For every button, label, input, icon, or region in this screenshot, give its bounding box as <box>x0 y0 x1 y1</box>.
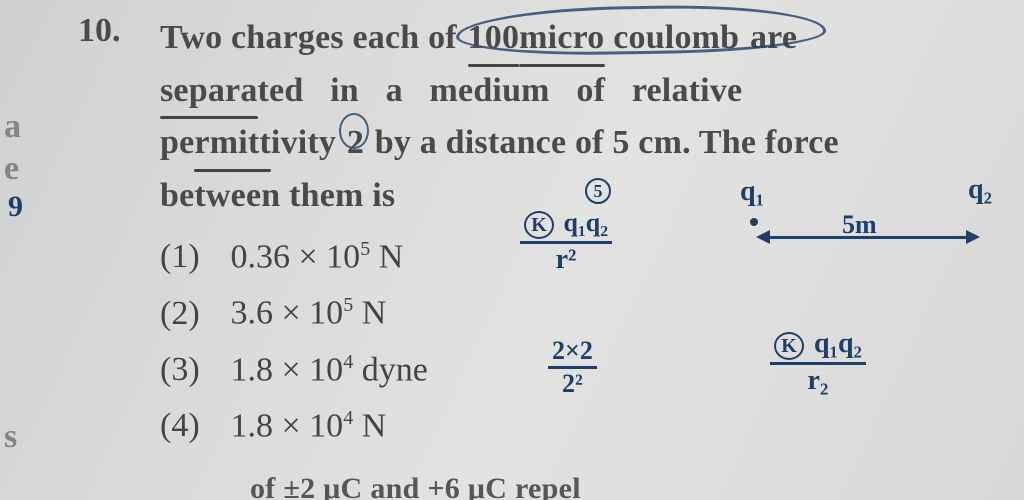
option-number: (2) <box>160 295 222 333</box>
exponent: 4 <box>343 407 353 429</box>
text: micro <box>519 19 604 56</box>
option-value: 1.8 × 10 <box>231 351 344 388</box>
exponent: 5 <box>360 238 370 260</box>
underlined-word: rmitt <box>194 117 271 170</box>
exponent: 5 <box>343 294 353 316</box>
option-value: 1.8 × 10 <box>231 407 344 444</box>
option-value: 0.36 × 10 <box>231 238 361 275</box>
option-4: (4) 1.8 × 104 N <box>160 407 428 445</box>
fraction: K q₁q₂ r₂ <box>770 330 866 395</box>
unit: dyne <box>353 351 428 388</box>
next-question-peek: of ±2 μC and +6 μC repel <box>250 472 581 500</box>
handwriting-formula-3: K q₁q₂ r₂ <box>770 330 866 395</box>
question-line-3: permittivity 2 by a distance of 5 cm. Th… <box>160 117 940 170</box>
text: ted in a medium of relative <box>258 72 743 109</box>
text: q₁q₂ <box>807 328 862 359</box>
fraction-numerator: K q₁q₂ <box>520 210 612 239</box>
edge-handwriting: 9 <box>8 192 23 222</box>
edge-letter: a <box>4 108 21 146</box>
question-line-2: separated in a medium of relative <box>160 65 940 118</box>
text: coulomb <box>605 19 740 56</box>
option-3: (3) 1.8 × 104 dyne <box>160 351 428 389</box>
options-list: (1) 0.36 × 105 N (2) 3.6 × 105 N (3) 1.8… <box>160 238 428 463</box>
handwriting-formula-1: K q₁q₂ r² <box>520 210 612 274</box>
question-body: Two charges each of 100 micro coulomb ar… <box>160 12 940 223</box>
underlined-word: micro <box>519 12 604 65</box>
question-number: 10. <box>78 12 121 50</box>
fraction-denominator: r² <box>552 246 581 274</box>
option-number: (4) <box>160 407 222 445</box>
fraction-numerator: 2×2 <box>548 338 597 364</box>
edge-letter: s <box>4 418 17 456</box>
text: 100 <box>468 19 520 56</box>
fraction: 2×2 2² <box>548 338 597 397</box>
text: q₁q₂ <box>557 208 608 237</box>
text: rmitt <box>194 124 271 161</box>
arrow-right-icon <box>966 230 980 244</box>
option-number: (1) <box>160 238 222 276</box>
unit: N <box>353 295 386 332</box>
text: separa <box>160 72 258 109</box>
dot-icon <box>750 218 758 226</box>
question-line-1: Two charges each of 100 micro coulomb ar… <box>160 12 940 65</box>
circled-number-icon: 5 <box>585 178 611 204</box>
page: 10. Two charges each of 100 micro coulom… <box>0 0 1024 500</box>
text: Two charges each of <box>160 19 466 56</box>
handwriting-formula-2: 2×2 2² <box>548 338 597 397</box>
fraction-denominator: r₂ <box>804 367 833 395</box>
option-1: (1) 0.36 × 105 N <box>160 238 428 276</box>
handwriting-q2: q₂ <box>968 176 992 204</box>
circled-phrase: 100 micro coulomb <box>466 12 742 65</box>
handwriting-distance: 5m <box>842 212 877 238</box>
fraction-numerator: K q₁q₂ <box>770 330 866 360</box>
edge-letter: e <box>4 150 19 188</box>
text: ivity <box>271 124 345 161</box>
option-value: 3.6 × 10 <box>231 295 344 332</box>
unit: N <box>370 238 403 275</box>
exponent: 4 <box>343 351 353 373</box>
option-number: (3) <box>160 351 222 389</box>
fraction: K q₁q₂ r² <box>520 210 612 274</box>
circled-k-icon: K <box>774 332 804 360</box>
text: by a distance of 5 cm. The force <box>366 124 839 161</box>
circled-number: 2 <box>345 117 366 170</box>
underlined-word: separa <box>160 65 258 118</box>
option-2: (2) 3.6 × 105 N <box>160 294 428 332</box>
unit: N <box>353 407 386 444</box>
text: pe <box>160 124 194 161</box>
handwriting-q1: q₁ <box>740 178 764 206</box>
text: 2 <box>347 124 364 161</box>
fraction-denominator: 2² <box>558 371 587 397</box>
handwriting-five-circled: 5 <box>585 178 614 204</box>
circled-k-icon: K <box>524 211 554 239</box>
